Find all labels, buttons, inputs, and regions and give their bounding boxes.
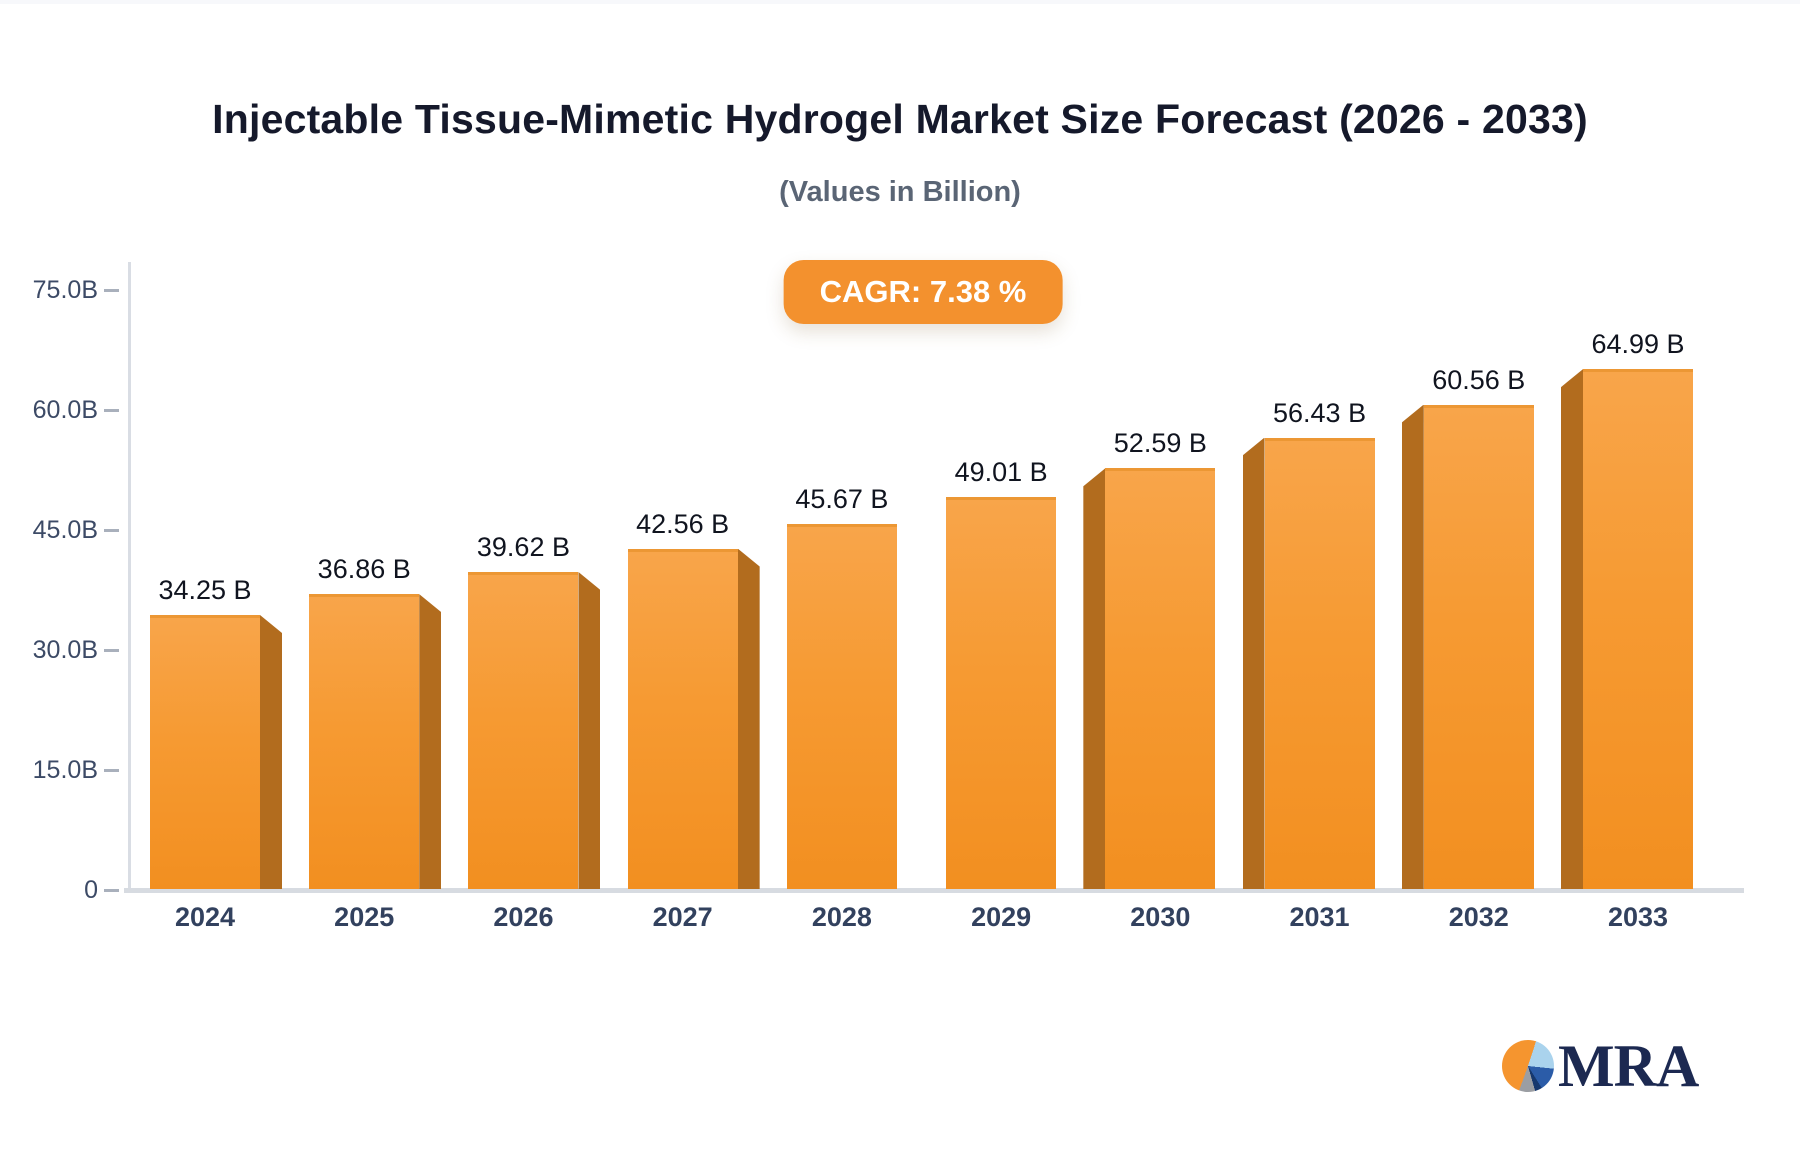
bar-2031 xyxy=(1264,437,1375,889)
mra-logo: MRA xyxy=(1502,1033,1699,1099)
x-axis-label-2032: 2032 xyxy=(1448,902,1509,932)
bar-2025 xyxy=(309,594,420,889)
bar-3d-side-2026 xyxy=(578,572,601,889)
bar-3d-side-2031 xyxy=(1242,437,1265,889)
y-axis-tick-mark xyxy=(104,289,119,292)
x-axis-label-2029: 2029 xyxy=(971,902,1032,932)
bar-value-label-2030: 52.59 B xyxy=(1113,428,1207,459)
bar-value-label-2025: 36.86 B xyxy=(317,554,411,585)
chart-subtitle: (Values in Billion) xyxy=(779,176,1021,208)
bar-2024 xyxy=(150,615,260,889)
bar-value-label-2024: 34.25 B xyxy=(158,575,252,605)
bar-3d-side-2027 xyxy=(737,548,760,889)
x-axis-label-2025: 2025 xyxy=(334,902,395,932)
y-axis-tick-label: 30.0B xyxy=(32,636,98,664)
logo-text: MRA xyxy=(1558,1033,1699,1099)
x-axis-label-2027: 2027 xyxy=(652,902,713,932)
bar-value-label-2027: 42.56 B xyxy=(636,508,730,539)
y-axis-tick-label: 15.0B xyxy=(32,756,98,784)
pie-chart-logo-icon xyxy=(1502,1040,1554,1092)
bar-3d-side-2030 xyxy=(1083,468,1106,889)
bar-value-label-2032: 60.56 B xyxy=(1432,364,1526,395)
bar-2030 xyxy=(1105,468,1216,889)
bar-2032 xyxy=(1423,404,1534,889)
bar-3d-side-2032 xyxy=(1401,404,1424,889)
bar-2027 xyxy=(627,548,738,889)
y-axis-tick-label: 0 xyxy=(84,876,98,904)
bar-value-label-2033: 64.99 B xyxy=(1591,329,1685,360)
bar-2029 xyxy=(946,496,1057,889)
bar-3d-side-2025 xyxy=(419,594,442,889)
bar-2033 xyxy=(1583,369,1693,889)
x-axis-line xyxy=(124,888,1744,893)
y-axis-tick-mark xyxy=(104,409,119,412)
y-axis-tick-label: 60.0B xyxy=(32,396,98,424)
y-axis-tick-label: 45.0B xyxy=(32,516,98,544)
bar-value-label-2029: 49.01 B xyxy=(954,456,1048,487)
x-axis-label-2030: 2030 xyxy=(1130,902,1191,932)
x-axis-label-2033: 2033 xyxy=(1607,902,1669,932)
x-axis-label-2026: 2026 xyxy=(493,902,554,932)
bar-3d-side-2033 xyxy=(1561,369,1583,889)
bar-2026 xyxy=(468,572,579,889)
bar-value-label-2028: 45.67 B xyxy=(795,483,889,514)
cagr-badge: CAGR: 7.38 % xyxy=(783,260,1063,324)
bar-3d-side-2024 xyxy=(260,615,282,889)
x-axis-label-2024: 2024 xyxy=(174,902,236,932)
x-axis-label-2031: 2031 xyxy=(1289,902,1350,932)
bar-2028 xyxy=(786,523,897,889)
y-axis-line xyxy=(128,262,131,890)
y-axis-tick-label: 75.0B xyxy=(32,276,98,304)
y-axis-tick-mark xyxy=(104,529,119,532)
y-axis-tick-mark xyxy=(104,769,119,772)
bar-value-label-2026: 39.62 B xyxy=(476,532,570,563)
y-axis-tick-mark xyxy=(104,649,119,652)
chart-title: Injectable Tissue-Mimetic Hydrogel Marke… xyxy=(212,96,1588,142)
y-axis-tick-mark xyxy=(104,889,119,892)
bar-value-label-2031: 56.43 B xyxy=(1273,397,1367,428)
x-axis-label-2028: 2028 xyxy=(811,902,872,932)
